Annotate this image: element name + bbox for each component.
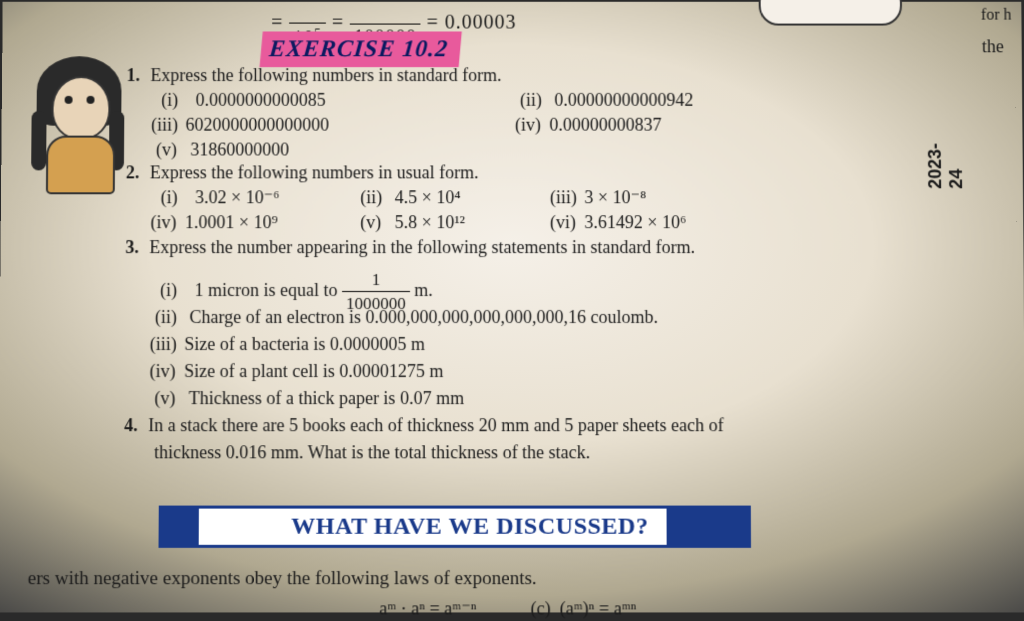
q3-ii-value: Charge of an electron is 0.000,000,000,0… [189,307,658,327]
q2-i: (i) 3.02 × 10⁻⁶ [161,185,280,209]
q3-i-label: (i) [160,278,190,302]
q3-i-text-a: 1 micron is equal to [195,280,338,300]
q1-i: (i) 0.0000000000085 [161,88,326,112]
q1-ii: (ii) 0.00000000000942 [520,88,693,112]
q3-ii: (ii) Charge of an electron is 0.000,000,… [155,305,658,329]
q3-iii: (iii) Size of a bacteria is 0.0000005 m [150,332,425,356]
q2-iv-label: (iv) [150,210,180,234]
thought-cloud [759,0,902,26]
q2-ii-value: 4.5 × 10⁴ [395,187,461,207]
q3-text: Express the number appearing in the foll… [149,237,695,257]
q2-iv-value: 1.0001 × 10⁹ [185,212,278,232]
q2-v: (v) 5.8 × 10¹² [360,210,465,234]
q2-v-label: (v) [360,210,390,234]
q2-iii-value: 3 × 10⁻⁸ [584,187,646,207]
q4-line1: 4. In a stack there are 5 books each of … [124,413,724,437]
q2-iv: (iv) 1.0001 × 10⁹ [150,210,277,234]
q4-text-a: In a stack there are 5 books each of thi… [148,415,724,435]
q4-line2: thickness 0.016 mm. What is the total th… [154,440,590,464]
q1-iv: (iv) 0.00000000837 [515,113,662,137]
q3-iv: (iv) Size of a plant cell is 0.00001275 … [150,359,444,383]
q2-number: 2. [126,162,140,182]
q2-i-label: (i) [161,185,191,209]
q2-vi: (vi) 3.61492 × 10⁶ [550,210,686,234]
q1-iv-value: 0.00000000837 [549,115,661,135]
q2-v-value: 5.8 × 10¹² [395,212,465,232]
q3-v-label: (v) [154,386,184,410]
q3-iv-value: Size of a plant cell is 0.00001275 m [184,361,443,381]
year-stamp: 2023-24 [924,124,966,189]
q3-iii-value: Size of a bacteria is 0.0000005 m [184,334,425,354]
bottom-formulas: aᵐ · aⁿ = aᵐ⁻ⁿ (c) (aᵐ)ⁿ = aᵐⁿ [379,596,636,621]
q1-v: (v) 31860000000 [156,138,289,162]
q2-vi-value: 3.61492 × 10⁶ [584,212,686,232]
q4-number: 4. [124,415,138,435]
q1-ii-value: 0.00000000000942 [554,90,693,110]
q1-iii-value: 6020000000000000 [185,115,329,135]
q1-ii-label: (ii) [520,88,550,112]
q2-ii: (ii) 4.5 × 10⁴ [360,185,460,209]
formula-b: aᵐ · aⁿ = aᵐ⁻ⁿ [379,598,476,618]
q2-stem: 2. Express the following numbers in usua… [126,160,479,184]
bottom-text: ers with negative exponents obey the fol… [28,566,537,592]
q1-v-value: 31860000000 [190,140,289,160]
q3-v-value: Thickness of a thick paper is 0.07 mm [189,388,464,408]
q3-i-numerator: 1 [342,268,410,292]
what-discussed-banner: WHAT HAVE WE DISCUSSED? [189,506,751,548]
q1-number: 1. [126,65,140,85]
q3-stem: 3. Express the number appearing in the f… [125,235,695,259]
formula-c-label: (c) [531,598,551,618]
q2-vi-label: (vi) [550,210,580,234]
textbook-page: for h the = 105 = 100000 = 0.00003 EXERC… [0,2,1024,613]
exercise-banner: EXERCISE 10.2 [259,31,461,67]
what-discussed-title: WHAT HAVE WE DISCUSSED? [291,514,648,540]
q1-iii-label: (iii) [151,113,181,137]
q2-iii-label: (iii) [550,185,580,209]
q3-v: (v) Thickness of a thick paper is 0.07 m… [154,386,464,410]
q1-iii: (iii) 6020000000000000 [151,113,329,137]
formula-c: (aᵐ)ⁿ = aᵐⁿ [560,598,636,618]
margin-text-for: for h [981,7,1012,25]
q2-text: Express the following numbers in usual f… [150,162,479,182]
q3-iv-label: (iv) [150,359,180,383]
q1-text: Express the following numbers in standar… [150,65,501,85]
q2-iii: (iii) 3 × 10⁻⁸ [550,185,646,209]
q3-ii-label: (ii) [155,305,185,329]
q3-i-text-b: m. [414,280,433,300]
q1-i-value: 0.0000000000085 [196,90,326,110]
margin-text-the: the [982,36,1004,57]
q3-iii-label: (iii) [150,332,180,356]
q1-iv-label: (iv) [515,113,545,137]
q2-ii-label: (ii) [360,185,390,209]
q3-number: 3. [125,237,139,257]
right-margin: 2023-24 [912,2,1024,613]
q2-i-value: 3.02 × 10⁻⁶ [195,187,279,207]
q1-stem: 1. Express the following numbers in stan… [126,63,501,87]
q1-i-label: (i) [161,88,191,112]
q4-text-b: thickness 0.016 mm. What is the total th… [154,442,590,462]
q1-v-label: (v) [156,138,186,162]
